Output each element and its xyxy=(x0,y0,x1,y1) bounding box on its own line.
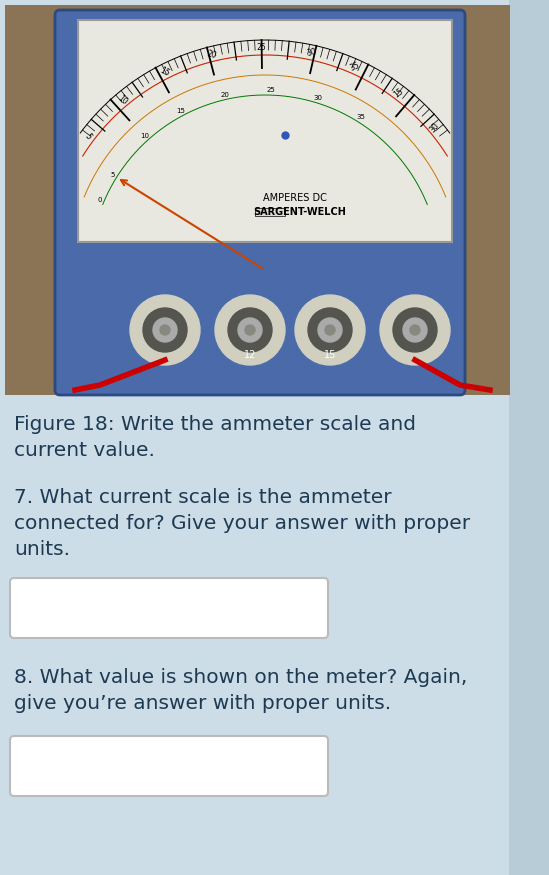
Bar xyxy=(509,0,549,875)
FancyBboxPatch shape xyxy=(10,578,328,638)
Text: 5: 5 xyxy=(110,172,115,178)
Text: units.: units. xyxy=(14,540,70,559)
Text: AMPERES DC: AMPERES DC xyxy=(263,193,327,203)
Text: SARGENT-WELCH: SARGENT-WELCH xyxy=(254,207,346,217)
Circle shape xyxy=(160,325,170,335)
Circle shape xyxy=(318,318,342,342)
Text: Figure 18: Write the ammeter scale and: Figure 18: Write the ammeter scale and xyxy=(14,415,416,434)
Text: 7. What current scale is the ammeter: 7. What current scale is the ammeter xyxy=(14,488,391,507)
Circle shape xyxy=(238,318,262,342)
Circle shape xyxy=(143,308,187,352)
Text: 15: 15 xyxy=(176,108,185,114)
Circle shape xyxy=(215,295,285,365)
Text: 30: 30 xyxy=(428,121,441,134)
Text: 25: 25 xyxy=(267,88,276,93)
Text: 15: 15 xyxy=(392,87,405,99)
Text: 30: 30 xyxy=(313,94,322,101)
Circle shape xyxy=(410,325,420,335)
Text: 20: 20 xyxy=(205,49,217,60)
Circle shape xyxy=(308,308,352,352)
Circle shape xyxy=(245,325,255,335)
Text: 25: 25 xyxy=(256,44,266,52)
Circle shape xyxy=(295,295,365,365)
Text: 5: 5 xyxy=(83,132,93,141)
FancyBboxPatch shape xyxy=(10,736,328,796)
Text: 0: 0 xyxy=(97,197,102,203)
Bar xyxy=(5,5,510,395)
Text: connected for? Give your answer with proper: connected for? Give your answer with pro… xyxy=(14,514,470,533)
Text: 20: 20 xyxy=(220,92,229,98)
Text: 30: 30 xyxy=(305,47,317,59)
Circle shape xyxy=(403,318,427,342)
Circle shape xyxy=(228,308,272,352)
FancyBboxPatch shape xyxy=(55,10,465,395)
Text: 15: 15 xyxy=(324,350,336,360)
Text: 10: 10 xyxy=(140,133,149,139)
Circle shape xyxy=(380,295,450,365)
Text: 15: 15 xyxy=(158,66,171,79)
Text: 10: 10 xyxy=(116,94,129,107)
FancyBboxPatch shape xyxy=(78,20,452,242)
Circle shape xyxy=(325,325,335,335)
Text: 35: 35 xyxy=(356,115,365,121)
Text: 12: 12 xyxy=(244,350,256,360)
Text: 8. What value is shown on the meter? Again,: 8. What value is shown on the meter? Aga… xyxy=(14,668,467,687)
Circle shape xyxy=(393,308,437,352)
Text: 35: 35 xyxy=(349,61,362,74)
Text: give you’re answer with proper units.: give you’re answer with proper units. xyxy=(14,694,391,713)
Bar xyxy=(255,208,285,216)
Text: current value.: current value. xyxy=(14,441,155,460)
Circle shape xyxy=(130,295,200,365)
Circle shape xyxy=(153,318,177,342)
